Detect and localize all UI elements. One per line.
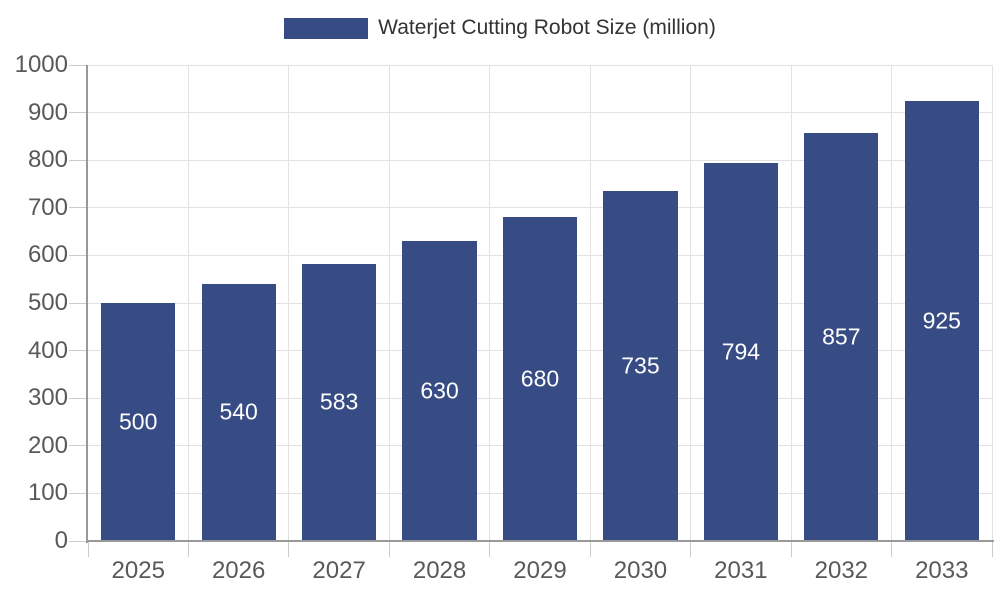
y-axis-tick-label: 400 xyxy=(27,336,68,364)
y-axis-tick-label: 700 xyxy=(27,193,68,221)
bar-value-label: 735 xyxy=(621,352,660,379)
bar-value-label: 630 xyxy=(420,377,459,404)
bar-2028: 630 xyxy=(402,241,477,541)
gridline-v xyxy=(589,65,591,541)
bar-value-label: 857 xyxy=(822,323,861,350)
bar-2032: 857 xyxy=(804,133,879,541)
y-axis-tick-label: 300 xyxy=(27,384,68,412)
x-axis-tick xyxy=(288,541,290,557)
legend-label: Waterjet Cutting Robot Size (million) xyxy=(378,16,716,39)
y-axis-tick-label: 100 xyxy=(27,479,68,507)
bar-value-label: 794 xyxy=(721,338,761,365)
legend: Waterjet Cutting Robot Size (million) xyxy=(0,16,1000,40)
x-axis-tick xyxy=(489,541,491,557)
gridline-h xyxy=(88,112,992,114)
gridline-h xyxy=(88,207,992,209)
y-axis-tick xyxy=(69,64,87,66)
y-axis-line xyxy=(86,65,88,543)
bar-2029: 680 xyxy=(502,217,578,541)
x-axis-tick-label: 2033 xyxy=(915,557,969,584)
bar-value-label: 500 xyxy=(119,408,158,435)
gridline-h xyxy=(88,64,992,66)
bar-value-label: 583 xyxy=(319,388,359,415)
y-axis-tick xyxy=(69,397,87,399)
x-axis-tick-label: 2028 xyxy=(412,557,467,584)
x-axis-tick-label: 2026 xyxy=(211,557,266,584)
bar-value-label: 540 xyxy=(219,398,258,425)
y-axis-tick-label: 600 xyxy=(27,241,68,269)
gridline-v xyxy=(288,65,290,541)
x-axis-tick xyxy=(589,541,591,557)
y-axis-tick xyxy=(69,302,87,304)
x-axis-tick-label: 2030 xyxy=(613,557,668,584)
bar-2027: 583 xyxy=(301,263,377,541)
bar-2030: 735 xyxy=(603,191,678,541)
bar-2031: 794 xyxy=(703,163,779,541)
y-axis-tick xyxy=(69,254,87,256)
legend-item[interactable]: Waterjet Cutting Robot Size (million) xyxy=(284,16,716,40)
y-axis-tick-label: 900 xyxy=(27,98,68,126)
y-axis-tick-label: 0 xyxy=(54,527,68,554)
gridline-v xyxy=(790,65,792,541)
x-axis-tick xyxy=(991,541,993,557)
legend-swatch xyxy=(284,17,369,39)
x-axis-tick-label: 2029 xyxy=(513,557,567,584)
x-axis-tick xyxy=(891,541,893,557)
y-axis-tick-label: 200 xyxy=(27,431,68,459)
x-axis-line xyxy=(86,540,994,542)
x-axis-tick-label: 2027 xyxy=(312,557,366,584)
x-axis-tick xyxy=(790,541,792,557)
gridline-v xyxy=(891,65,893,541)
y-axis-tick xyxy=(69,350,87,352)
y-axis-tick xyxy=(69,207,87,209)
bar-value-label: 680 xyxy=(520,365,560,392)
x-axis-tick xyxy=(690,541,692,557)
x-axis-tick xyxy=(388,541,390,557)
gridline-v xyxy=(489,65,491,541)
bar-2026: 540 xyxy=(201,283,276,541)
y-axis-tick xyxy=(69,112,87,114)
y-axis-tick xyxy=(69,159,87,161)
gridline-h xyxy=(88,159,992,161)
y-axis-tick xyxy=(69,492,87,494)
y-axis-tick-label: 1000 xyxy=(14,51,68,78)
x-axis-tick-label: 2025 xyxy=(111,557,165,584)
gridline-v xyxy=(991,65,993,541)
x-axis-tick xyxy=(87,541,89,557)
x-axis-tick-label: 2032 xyxy=(814,557,869,584)
x-axis-tick-label: 2031 xyxy=(714,557,768,584)
y-axis-tick xyxy=(69,445,87,447)
y-axis-tick-label: 800 xyxy=(27,146,68,174)
gridline-v xyxy=(690,65,692,541)
y-axis-tick-label: 500 xyxy=(27,289,68,316)
bar-2025: 500 xyxy=(101,303,176,541)
x-axis-tick xyxy=(187,541,189,557)
bar-value-label: 925 xyxy=(922,307,961,334)
gridline-v xyxy=(388,65,390,541)
plot-area: 0 100 200 300 400 500 600 700 800 900 1000 500 2025 5… xyxy=(15,51,994,584)
gridline-v xyxy=(187,65,189,541)
bar-2033: 925 xyxy=(904,100,979,541)
y-axis-tick xyxy=(69,540,87,542)
